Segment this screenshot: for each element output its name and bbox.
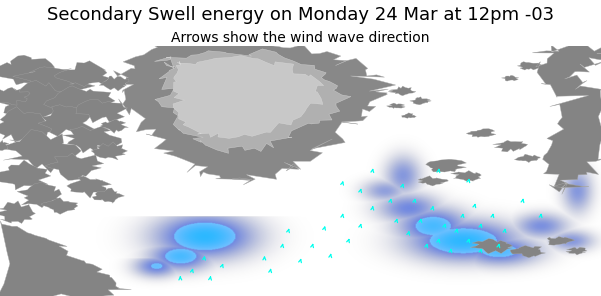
Polygon shape bbox=[93, 188, 124, 203]
Polygon shape bbox=[154, 49, 351, 153]
Polygon shape bbox=[0, 107, 65, 144]
Text: Arrows show the wind wave direction: Arrows show the wind wave direction bbox=[171, 30, 430, 45]
Polygon shape bbox=[54, 61, 109, 87]
Polygon shape bbox=[532, 36, 601, 194]
Polygon shape bbox=[0, 130, 81, 173]
Polygon shape bbox=[566, 247, 587, 255]
Polygon shape bbox=[470, 239, 513, 254]
Polygon shape bbox=[410, 97, 432, 105]
Polygon shape bbox=[386, 103, 405, 108]
Polygon shape bbox=[493, 140, 528, 152]
Polygon shape bbox=[426, 159, 466, 172]
Polygon shape bbox=[547, 237, 575, 245]
Polygon shape bbox=[0, 87, 30, 105]
Polygon shape bbox=[45, 153, 104, 180]
Polygon shape bbox=[44, 86, 115, 114]
Polygon shape bbox=[99, 76, 129, 91]
Polygon shape bbox=[91, 142, 127, 160]
Polygon shape bbox=[41, 198, 78, 214]
Polygon shape bbox=[401, 113, 416, 118]
Polygon shape bbox=[0, 140, 9, 152]
Text: Secondary Swell energy on Monday 24 Mar at 12pm -03: Secondary Swell energy on Monday 24 Mar … bbox=[47, 6, 554, 24]
Polygon shape bbox=[451, 170, 481, 181]
Polygon shape bbox=[114, 34, 395, 185]
Polygon shape bbox=[517, 62, 543, 70]
Polygon shape bbox=[17, 182, 62, 207]
Polygon shape bbox=[0, 221, 132, 296]
Polygon shape bbox=[418, 176, 448, 186]
Polygon shape bbox=[0, 160, 51, 190]
Polygon shape bbox=[63, 126, 122, 154]
Polygon shape bbox=[388, 86, 416, 96]
Polygon shape bbox=[549, 70, 569, 77]
Polygon shape bbox=[466, 128, 496, 137]
Polygon shape bbox=[13, 67, 95, 100]
Polygon shape bbox=[0, 55, 55, 85]
Polygon shape bbox=[514, 154, 540, 163]
Polygon shape bbox=[173, 56, 324, 138]
Polygon shape bbox=[67, 176, 111, 198]
Polygon shape bbox=[501, 75, 519, 81]
Polygon shape bbox=[38, 105, 95, 136]
Polygon shape bbox=[0, 81, 79, 120]
Polygon shape bbox=[0, 201, 35, 223]
Polygon shape bbox=[76, 99, 127, 123]
Polygon shape bbox=[100, 120, 129, 133]
Polygon shape bbox=[510, 245, 546, 258]
